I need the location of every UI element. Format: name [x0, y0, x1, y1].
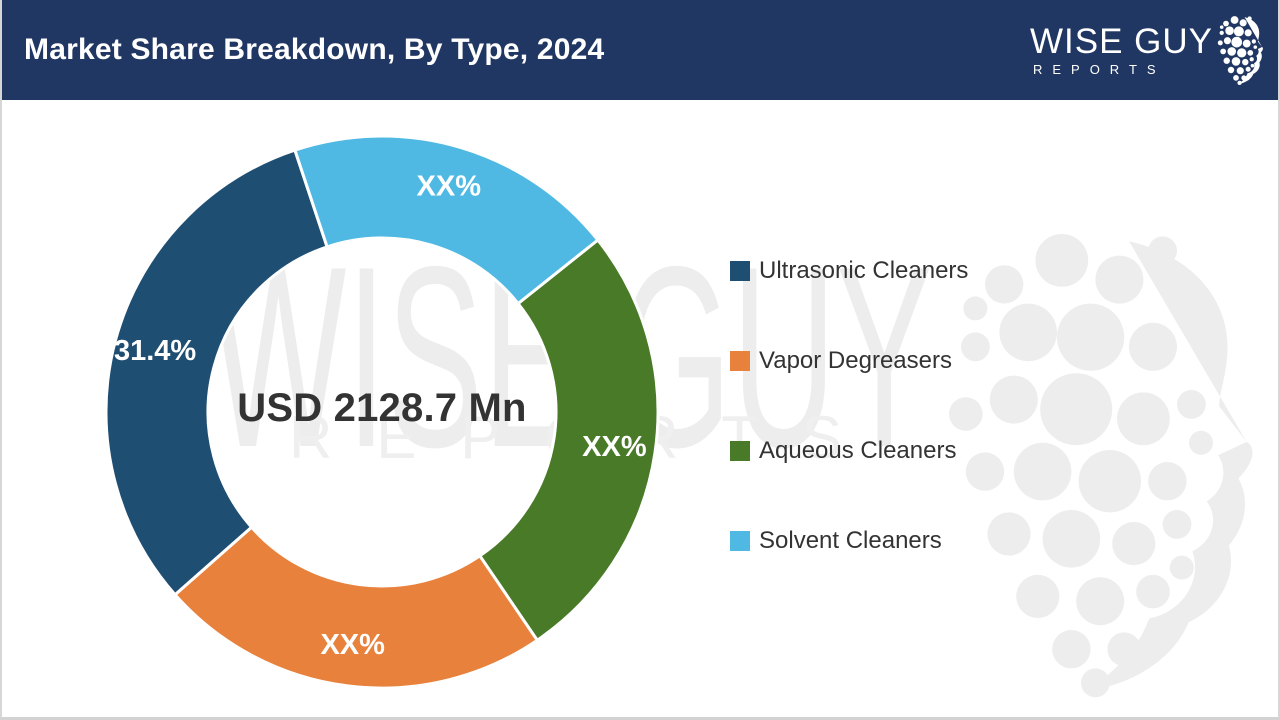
- legend-swatch: [730, 350, 750, 371]
- donut-center-label: USD 2128.7 Mn: [237, 386, 527, 430]
- logo-text: WISE GUY REPORTS: [1030, 24, 1213, 76]
- legend-item-ultrasonic-cleaners: Ultrasonic Cleaners: [730, 250, 968, 291]
- logo-face-icon: [1217, 16, 1263, 86]
- header-bar: Market Share Breakdown, By Type, 2024: [2, 0, 1278, 100]
- legend-item-label: Aqueous Cleaners: [759, 436, 957, 464]
- donut-segment-label: XX%: [582, 431, 647, 463]
- legend-item-label: Solvent Cleaners: [759, 526, 942, 554]
- legend-item-solvent-cleaners: Solvent Cleaners: [730, 520, 968, 561]
- legend-swatch: [730, 260, 750, 281]
- donut-segment-label: XX%: [320, 629, 385, 661]
- legend-swatch: [730, 440, 750, 461]
- legend-item-label: Vapor Degreasers: [759, 346, 952, 374]
- donut-segment-label: 31.4%: [114, 335, 196, 367]
- logo-name: WISE GUY: [1029, 22, 1213, 61]
- donut-segment-ultrasonic-cleaners: [104, 148, 329, 597]
- logo-subtitle: REPORTS: [1032, 62, 1166, 77]
- page-title: Market Share Breakdown, By Type, 2024: [24, 33, 605, 66]
- legend-item-vapor-degreasers: Vapor Degreasers: [730, 340, 968, 381]
- donut-segment-label: XX%: [417, 171, 482, 203]
- legend-item-label: Ultrasonic Cleaners: [759, 256, 969, 284]
- donut-segment-vapor-degreasers: [172, 525, 540, 690]
- legend-swatch: [730, 530, 750, 551]
- donut-segment-aqueous-cleaners: [477, 237, 660, 643]
- wise-guy-logo: WISE GUY REPORTS: [1030, 0, 1266, 100]
- chart-legend: Ultrasonic Cleaners Vapor Degreasers Aqueo…: [730, 250, 968, 610]
- donut-segment-solvent-cleaners: [293, 134, 600, 306]
- legend-item-aqueous-cleaners: Aqueous Cleaners: [730, 430, 968, 471]
